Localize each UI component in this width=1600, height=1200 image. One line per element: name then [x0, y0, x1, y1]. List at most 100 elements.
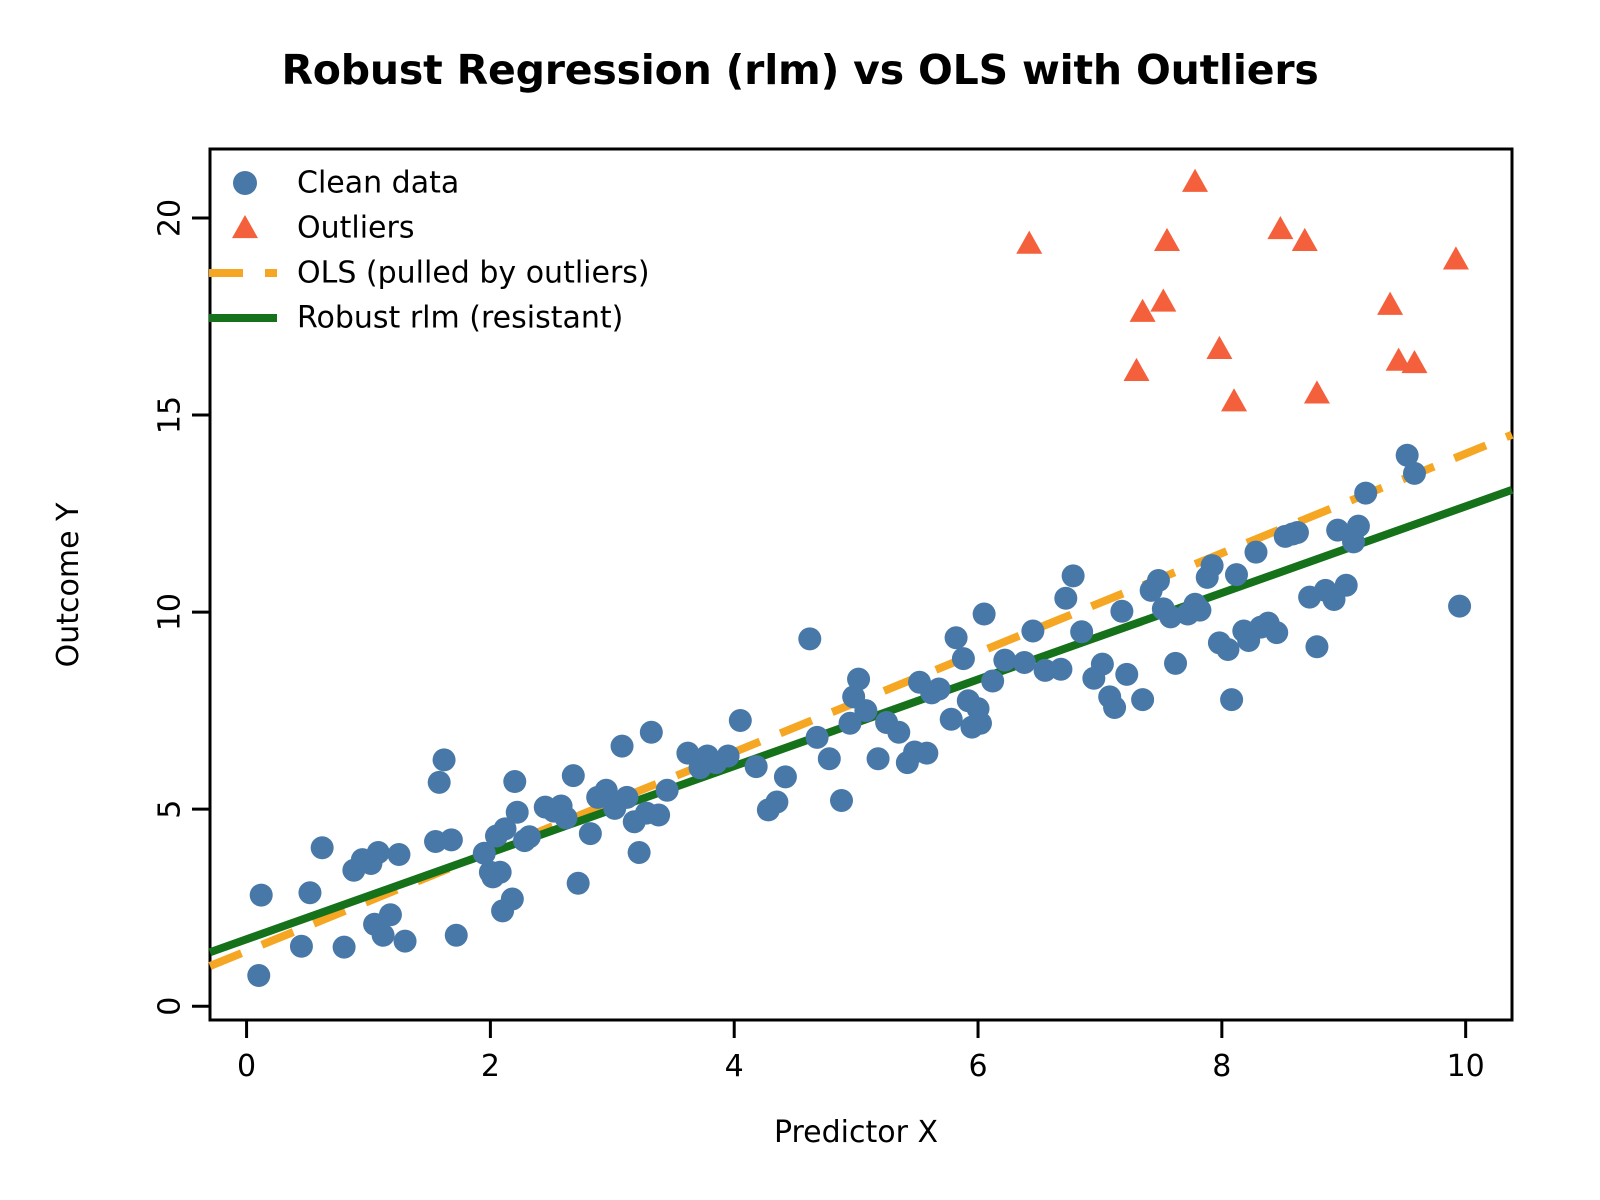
clean-data-point: [639, 720, 663, 744]
clean-data-point: [805, 725, 829, 749]
clean-data-point: [1164, 651, 1188, 675]
clean-data-point: [1131, 688, 1155, 712]
clean-data-point: [728, 708, 752, 732]
clean-data-point: [444, 923, 468, 947]
clean-data-point: [249, 883, 273, 907]
y-tick-label: 10: [153, 593, 188, 631]
x-tick-label: 4: [725, 1049, 744, 1084]
outlier-point: [1377, 291, 1404, 315]
outlier-point: [1123, 357, 1150, 382]
clean-data-point: [310, 836, 334, 860]
clean-data-point: [1220, 688, 1244, 712]
clean-data-point: [1402, 461, 1426, 485]
clean-data-point: [887, 720, 911, 744]
outlier-point: [1221, 388, 1248, 412]
clean-data-point: [371, 923, 395, 947]
outlier-point: [1385, 347, 1412, 371]
outlier-point: [1291, 227, 1318, 251]
clean-data-point: [554, 806, 578, 830]
clean-data-point: [647, 803, 671, 827]
x-tick-label: 0: [237, 1049, 256, 1084]
clean-data-point: [427, 770, 451, 794]
clean-data-point: [866, 747, 890, 771]
clean-data-point: [854, 699, 878, 723]
clean-data-point: [798, 627, 822, 651]
outlier-point: [1442, 246, 1469, 270]
clean-data-point: [289, 934, 313, 958]
x-axis-title: Predictor X: [774, 1115, 938, 1150]
clean-data-point: [951, 647, 975, 671]
clean-data-point: [1200, 554, 1224, 578]
outlier-point: [1150, 288, 1177, 312]
clean-data-point: [627, 841, 651, 864]
outlier-points: [1016, 168, 1469, 412]
clean-data-point: [1346, 514, 1370, 538]
clean-data-point: [993, 648, 1017, 672]
clean-data-point: [716, 744, 740, 768]
y-tick-label: 5: [153, 800, 188, 819]
outlier-point: [1401, 350, 1428, 374]
clean-data-point: [432, 748, 456, 772]
outlier-point: [1153, 227, 1180, 251]
clean-data-point: [615, 785, 639, 809]
clean-data-point: [765, 790, 789, 814]
clean-data-point: [1103, 695, 1127, 719]
clean-data-point: [332, 935, 356, 959]
clean-data-point: [773, 765, 797, 789]
clean-data-point: [594, 778, 618, 802]
clean-data-point: [517, 825, 541, 849]
clean-data-point: [1049, 657, 1073, 681]
clean-data-point: [817, 747, 841, 771]
x-axis-ticks: 0 2 4 6 8 10: [237, 1020, 1485, 1084]
clean-data-point: [472, 841, 496, 865]
clean-data-point: [566, 871, 590, 895]
clean-data-point: [493, 817, 517, 841]
clean-data-point: [972, 602, 996, 626]
clean-data-point: [1188, 598, 1212, 622]
clean-data-point: [1448, 594, 1472, 618]
clean-data-point: [1021, 619, 1045, 643]
clean-data-point: [1110, 599, 1134, 623]
clean-data-point: [578, 822, 602, 846]
legend-label: Clean data: [297, 166, 459, 201]
outlier-point: [1206, 335, 1233, 359]
x-tick-label: 10: [1447, 1049, 1485, 1084]
clean-data-point: [1012, 651, 1036, 675]
legend-marker-clean-data: [233, 171, 257, 195]
clean-data-point: [939, 707, 963, 731]
y-axis-title: Outcome Y: [51, 502, 86, 667]
y-tick-label: 20: [153, 199, 188, 237]
clean-data-point: [1159, 605, 1183, 629]
clean-data-point: [981, 669, 1005, 693]
y-tick-label: 15: [153, 396, 188, 434]
clean-data-point: [829, 788, 853, 812]
outlier-point: [1016, 230, 1043, 254]
legend-label: Robust rlm (resistant): [297, 301, 623, 336]
clean-data-point: [378, 903, 402, 927]
legend-label: OLS (pulled by outliers): [297, 256, 650, 291]
clean-data-point: [838, 711, 862, 735]
clean-data-point: [505, 800, 529, 824]
clean-data-point: [1090, 652, 1114, 676]
clean-data-point: [968, 711, 992, 735]
clean-data-point: [439, 828, 463, 852]
x-tick-label: 8: [1212, 1049, 1231, 1084]
clean-data-point: [610, 734, 634, 758]
legend-marker-outliers: [232, 215, 258, 239]
clean-data-point: [1326, 518, 1350, 542]
clean-data-point: [247, 963, 271, 987]
outlier-point: [1267, 216, 1294, 240]
clean-data-point: [1224, 563, 1248, 587]
clean-data-point: [1334, 573, 1358, 597]
clean-data-point: [915, 741, 939, 765]
clean-data-point: [298, 881, 322, 905]
clean-data-point: [387, 842, 411, 866]
clean-data-points: [247, 443, 1472, 987]
clean-data-point: [1070, 620, 1094, 644]
clean-data-point: [503, 770, 527, 794]
clean-data-point: [1305, 635, 1329, 659]
clean-data-point: [1146, 569, 1170, 593]
clean-data-point: [393, 929, 417, 953]
clean-data-point: [1115, 662, 1139, 686]
clean-data-point: [366, 841, 390, 864]
